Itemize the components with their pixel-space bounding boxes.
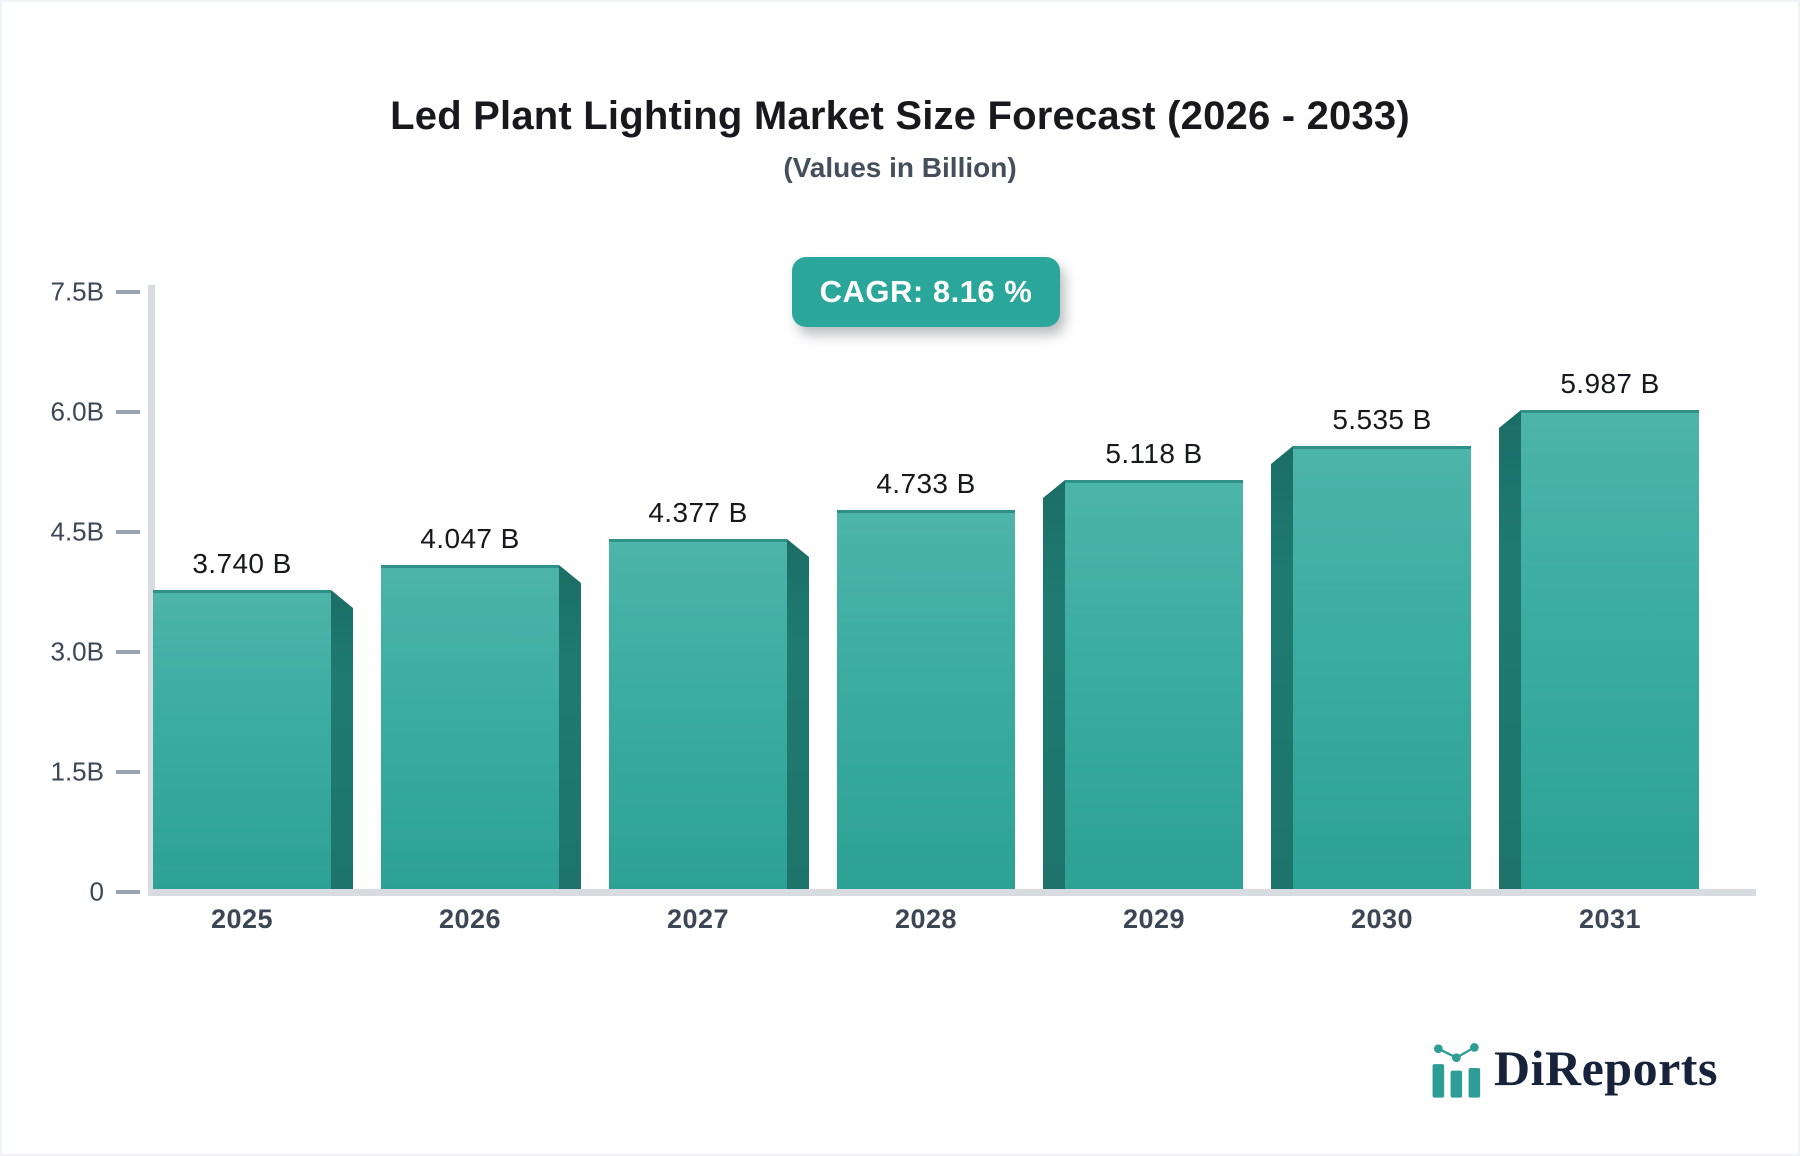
bar-chart-trend-icon <box>1432 1043 1481 1098</box>
bar-side-2026 <box>559 565 581 889</box>
bar-value-label-2025: 3.740 B <box>192 548 292 579</box>
x-tick-label-2028: 2028 <box>894 904 958 934</box>
bar-value-label-2026: 4.047 B <box>420 523 520 554</box>
x-tick-label-2026: 2026 <box>438 904 502 934</box>
brand-logo-text: DiReports <box>1494 1040 1718 1096</box>
chart-title: Led Plant Lighting Market Size Forecast … <box>390 94 1410 138</box>
x-tick-label-2027: 2027 <box>666 904 730 934</box>
bar-2028 <box>837 510 1015 889</box>
y-tick-dash <box>116 650 140 654</box>
bar-side-2025 <box>331 590 353 889</box>
cagr-badge-label: CAGR: 8.16 % <box>819 274 1033 309</box>
brand-logo: DiReports <box>1430 1032 1718 1104</box>
y-tick-label-7.5B: 7.5B <box>50 276 105 307</box>
bar-value-label-2029: 5.118 B <box>1105 438 1203 469</box>
bar-side-2030 <box>1271 446 1293 889</box>
bar-side-2029 <box>1043 480 1065 889</box>
y-tick-dash <box>116 890 140 894</box>
bar-2027 <box>609 539 787 889</box>
y-tick-dash <box>116 770 140 774</box>
x-tick-label-2025: 2025 <box>210 904 274 934</box>
bar-side-2031 <box>1499 410 1521 889</box>
chart-subtitle: (Values in Billion) <box>783 152 1017 183</box>
y-tick-dash <box>116 410 140 414</box>
y-tick-dash <box>116 290 140 294</box>
bar-2031 <box>1521 410 1699 889</box>
y-tick-label-6.0B: 6.0B <box>50 396 105 427</box>
bar-value-label-2030: 5.535 B <box>1332 404 1432 435</box>
bar-2029 <box>1065 480 1243 889</box>
y-tick-label-0: 0 <box>89 876 104 907</box>
bar-value-label-2027: 4.377 B <box>648 497 748 528</box>
x-axis-baseline <box>148 889 1756 896</box>
y-tick-label-4.5B: 4.5B <box>50 516 105 547</box>
x-tick-label-2031: 2031 <box>1578 904 1642 934</box>
bar-2030 <box>1293 446 1471 889</box>
bar-2025 <box>153 590 331 889</box>
y-tick-dash <box>116 530 140 534</box>
x-tick-label-2029: 2029 <box>1122 904 1186 934</box>
bar-side-2027 <box>787 539 809 889</box>
cagr-badge: CAGR: 8.16 % <box>792 257 1060 327</box>
bar-2026 <box>381 565 559 889</box>
y-axis-line <box>148 285 155 896</box>
bar-value-label-2028: 4.733 B <box>876 468 976 499</box>
y-tick-label-1.5B: 1.5B <box>50 756 105 787</box>
y-tick-label-3.0B: 3.0B <box>50 636 105 667</box>
bar-value-label-2031: 5.987 B <box>1560 368 1660 399</box>
x-tick-label-2030: 2030 <box>1350 904 1414 934</box>
